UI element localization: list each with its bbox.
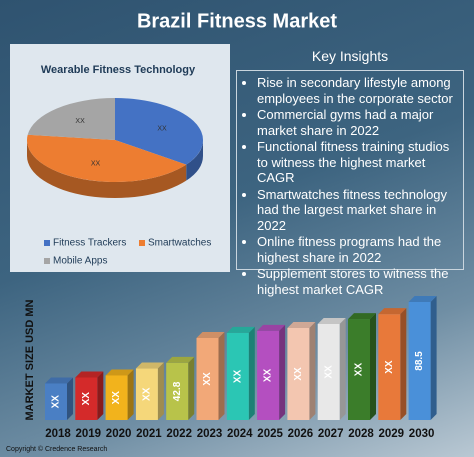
insight: Commercial gyms had a major market share… xyxy=(257,107,457,138)
insight: Supplement stores to witness the highest… xyxy=(257,266,457,297)
pie-label: XX xyxy=(75,118,85,125)
bar-value-label: XX xyxy=(142,387,153,401)
bar xyxy=(226,332,249,420)
pie-title: Wearable Fitness Technology xyxy=(41,64,196,76)
pie-side xyxy=(27,140,187,198)
insight: Smartwatches fitness technology had the … xyxy=(257,187,457,234)
x-tick-label: 2020 xyxy=(106,428,132,440)
bar-value-label: XX xyxy=(354,363,365,377)
legend-label: Fitness Trackers xyxy=(53,238,126,249)
bar-top xyxy=(45,377,73,384)
x-tick-label: 2024 xyxy=(227,428,253,440)
bar-top xyxy=(196,332,225,338)
bar-value-label: 88.5 xyxy=(414,351,425,371)
pie-slice xyxy=(27,98,115,140)
bar-top xyxy=(105,369,134,376)
x-tick-label: 2018 xyxy=(45,428,71,440)
bar-side xyxy=(157,362,164,420)
pie-side xyxy=(186,140,203,181)
bar-value-label: XX xyxy=(202,372,213,386)
legend-swatch xyxy=(44,258,50,264)
bar-top xyxy=(378,308,407,315)
title: Brazil Fitness Market xyxy=(137,10,337,32)
bar-top xyxy=(348,313,376,320)
bar-top xyxy=(226,326,255,333)
bar xyxy=(257,330,280,420)
bar xyxy=(287,328,310,420)
bar-value-label: XX xyxy=(232,369,243,383)
bar-side xyxy=(370,313,376,420)
insights-list: Rise in secondary lifestyle among employ… xyxy=(243,75,457,297)
bar-top xyxy=(317,318,346,324)
bar-value-label: XX xyxy=(384,360,395,374)
legend-label: Mobile Apps xyxy=(53,256,107,267)
bar-top xyxy=(257,324,286,331)
bar xyxy=(105,375,128,420)
bar xyxy=(317,324,340,420)
bar-value-label: XX xyxy=(81,392,92,406)
bar-value-label: XX xyxy=(51,395,62,409)
bar-side xyxy=(188,356,195,420)
bar-side xyxy=(400,308,407,420)
x-tick-label: 2019 xyxy=(76,428,102,440)
footer: Copyright © Credence Research xyxy=(6,445,107,453)
bar-value-label: XX xyxy=(323,365,334,379)
bar-side xyxy=(248,326,255,420)
bar xyxy=(135,368,158,420)
insight: Rise in secondary lifestyle among employ… xyxy=(257,75,457,106)
insight: Online fitness programs had the highest … xyxy=(257,234,457,265)
bar xyxy=(75,377,98,420)
x-tick-label: 2027 xyxy=(318,428,344,440)
bar xyxy=(378,314,401,420)
pie-slice xyxy=(27,134,187,183)
bar xyxy=(348,319,370,420)
bar-top xyxy=(408,296,437,302)
bar-side xyxy=(97,371,104,420)
pie-slice xyxy=(115,98,203,165)
bar xyxy=(408,302,431,420)
bar-side xyxy=(218,332,225,420)
y-axis-label: MARKET SIZE USD MN xyxy=(24,299,36,420)
pie-label: XX xyxy=(91,160,101,167)
x-tick-label: 2026 xyxy=(288,428,314,440)
bar-value-label: XX xyxy=(111,391,122,405)
x-tick-label: 2021 xyxy=(136,428,162,440)
insights-box: Rise in secondary lifestyle among employ… xyxy=(236,70,464,297)
bar-side xyxy=(127,369,134,420)
x-tick-label: 2028 xyxy=(348,428,374,440)
bar-value-label: XX xyxy=(293,367,304,381)
legend-swatch xyxy=(44,240,50,246)
bar xyxy=(166,362,189,420)
bar-top xyxy=(166,356,195,363)
pie-label: XX xyxy=(157,125,167,132)
insight: Functional fitness training studios to w… xyxy=(257,139,457,186)
bar-value-label: 42.8 xyxy=(172,381,183,401)
bar xyxy=(45,383,67,420)
bar-side xyxy=(67,377,73,420)
bar-top xyxy=(135,362,164,369)
bar-value-label: XX xyxy=(263,368,274,382)
bar-side xyxy=(309,322,316,420)
x-tick-label: 2025 xyxy=(257,428,283,440)
bar-side xyxy=(430,296,437,420)
insights-title: Key Insights xyxy=(311,48,389,64)
x-tick-label: 2022 xyxy=(166,428,192,440)
x-tick-label: 2023 xyxy=(197,428,223,440)
bar-top xyxy=(287,322,316,328)
bar-side xyxy=(339,318,346,420)
bar-top xyxy=(75,371,104,378)
legend-swatch xyxy=(139,240,145,246)
legend-label: Smartwatches xyxy=(148,238,211,249)
x-tick-label: 2029 xyxy=(379,428,405,440)
bar-side xyxy=(279,324,286,420)
bar xyxy=(196,338,219,420)
x-tick-label: 2030 xyxy=(409,428,435,440)
